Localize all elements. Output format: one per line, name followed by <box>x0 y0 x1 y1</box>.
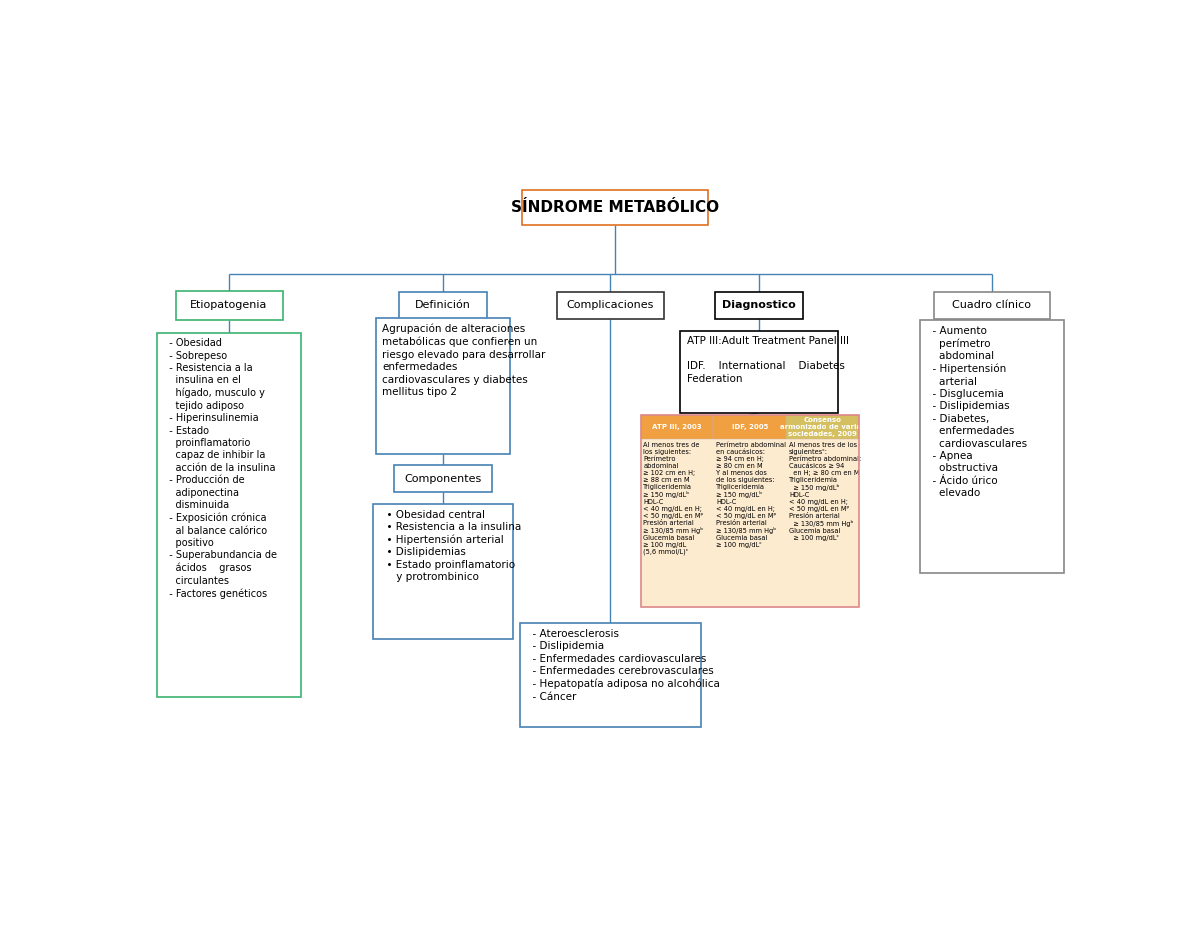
FancyBboxPatch shape <box>715 292 803 319</box>
Text: Al menos tres de
los siguientes:
Perímetro
abdominal
≥ 102 cm en H;
≥ 88 cm en M: Al menos tres de los siguientes: Perímet… <box>643 441 703 555</box>
Text: - Ateroesclerosis
  - Dislipidemia
  - Enfermedades cardiovasculares
  - Enferme: - Ateroesclerosis - Dislipidemia - Enfer… <box>526 629 720 702</box>
FancyBboxPatch shape <box>786 414 859 438</box>
Text: Cuadro clínico: Cuadro clínico <box>952 300 1031 311</box>
FancyBboxPatch shape <box>376 318 510 454</box>
Text: ATP III, 2003: ATP III, 2003 <box>652 424 702 429</box>
Text: - Obesidad
  - Sobrepeso
  - Resistencia a la
    insulina en el
    hígado, mus: - Obesidad - Sobrepeso - Resistencia a l… <box>163 338 277 599</box>
FancyBboxPatch shape <box>398 292 487 319</box>
FancyBboxPatch shape <box>175 291 282 320</box>
FancyBboxPatch shape <box>394 465 492 492</box>
Text: Consenso
armonizado de varias
sociedades, 2009: Consenso armonizado de varias sociedades… <box>780 416 865 437</box>
Text: Complicaciones: Complicaciones <box>566 300 654 311</box>
FancyBboxPatch shape <box>641 414 859 607</box>
Text: Componentes: Componentes <box>404 474 481 484</box>
FancyBboxPatch shape <box>641 414 714 438</box>
FancyBboxPatch shape <box>373 504 512 640</box>
Text: • Obesidad central
  • Resistencia a la insulina
  • Hipertensión arterial
  • D: • Obesidad central • Resistencia a la in… <box>379 510 521 582</box>
FancyBboxPatch shape <box>714 414 786 438</box>
Text: Etiopatogenia: Etiopatogenia <box>191 300 268 311</box>
FancyBboxPatch shape <box>919 320 1063 574</box>
Text: ATP III:Adult Treatment Panel III

IDF.    International    Diabetes
Federation: ATP III:Adult Treatment Panel III IDF. I… <box>686 337 848 384</box>
FancyBboxPatch shape <box>934 292 1050 319</box>
FancyBboxPatch shape <box>557 292 664 319</box>
Text: Al menos tres de los
siguientesᶜ:
Perímetro abdominal:
Caucásicos ≥ 94
  en H; ≥: Al menos tres de los siguientesᶜ: Períme… <box>790 441 862 541</box>
Text: Perímetro abdominal
en caucásicos:
≥ 94 cm en H;
≥ 80 cm en M
Y al menos dos
de : Perímetro abdominal en caucásicos: ≥ 94 … <box>716 441 786 548</box>
Text: Agrupación de alteraciones
metabólicas que confieren un
riesgo elevado para desa: Agrupación de alteraciones metabólicas q… <box>382 324 546 397</box>
Text: - Aumento
    perímetro
    abdominal
  - Hipertensión
    arterial
  - Disgluce: - Aumento perímetro abdominal - Hiperten… <box>926 325 1027 498</box>
FancyBboxPatch shape <box>520 623 701 727</box>
Text: Diagnostico: Diagnostico <box>722 300 796 311</box>
FancyBboxPatch shape <box>157 333 301 696</box>
FancyBboxPatch shape <box>522 190 708 224</box>
Text: SÍNDROME METABÓLICO: SÍNDROME METABÓLICO <box>511 200 719 215</box>
FancyBboxPatch shape <box>680 331 839 413</box>
Text: Definición: Definición <box>415 300 470 311</box>
Text: IDF, 2005: IDF, 2005 <box>732 424 768 429</box>
